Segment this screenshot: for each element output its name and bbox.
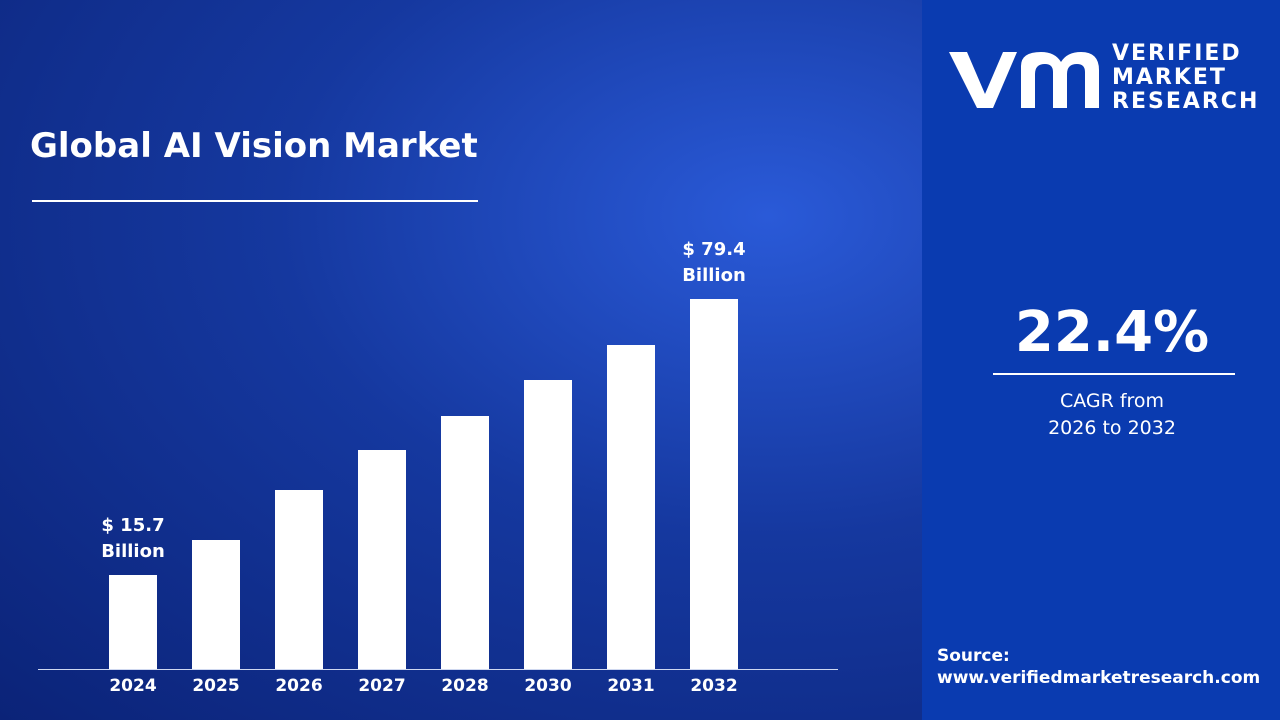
source: Source: www.verifiedmarketresearch.com <box>937 645 1260 689</box>
x-tick-label: 2030 <box>524 676 572 696</box>
chart-title: Global AI Vision Market <box>30 126 478 166</box>
source-url: www.verifiedmarketresearch.com <box>937 668 1261 688</box>
bar <box>275 490 323 669</box>
x-tick-label: 2031 <box>607 676 655 696</box>
brand-line: MARKET <box>1112 65 1227 90</box>
bar <box>690 299 738 669</box>
side-panel <box>922 0 1280 720</box>
x-tick-label: 2032 <box>690 676 738 696</box>
title-rule <box>32 200 478 202</box>
value-label: $ 15.7 Billion <box>101 515 165 563</box>
source-label: Source: <box>937 646 1010 666</box>
bar <box>109 575 157 669</box>
baseline <box>38 669 838 670</box>
x-tick-label: 2027 <box>358 676 406 696</box>
x-tick-label: 2026 <box>275 676 323 696</box>
logo-mark <box>949 52 1099 108</box>
bar <box>607 344 655 669</box>
x-tick-label: 2025 <box>192 676 240 696</box>
cagr-value: 22.4% <box>1014 300 1210 365</box>
cagr-caption: CAGR from 2026 to 2032 <box>1048 390 1176 439</box>
brand-line: VERIFIED <box>1112 41 1242 66</box>
cagr-rule <box>993 373 1235 375</box>
x-tick-label: 2028 <box>441 676 489 696</box>
bar <box>358 450 406 669</box>
bar <box>192 540 240 669</box>
bar <box>441 416 489 669</box>
x-tick-label: 2024 <box>109 676 157 696</box>
value-label: $ 79.4 Billion <box>682 239 746 287</box>
brand-line: RESEARCH <box>1112 89 1260 114</box>
bar <box>524 379 572 669</box>
